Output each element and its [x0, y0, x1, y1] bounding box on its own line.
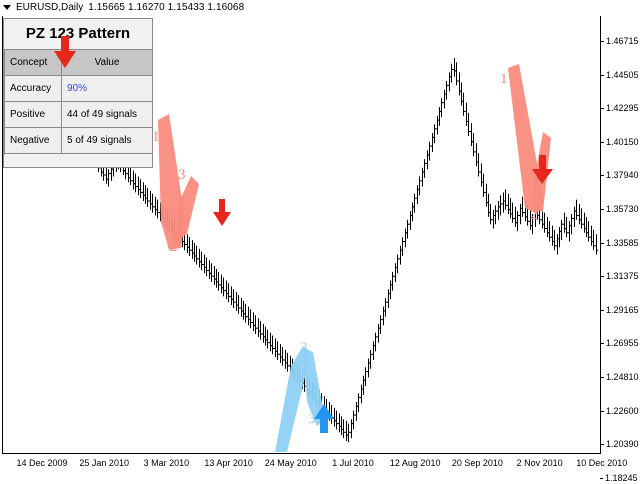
price-axis[interactable]: 1.46715 1.44505 1.42295 1.40150 1.37940 1.357…	[600, 16, 640, 454]
panel-row-negative-label: Negative	[4, 127, 62, 154]
panel-row-positive-value: 44 of 49 signals	[61, 101, 153, 128]
bearish-pattern-2-label-3: 3	[540, 138, 548, 154]
price-tick: 1.40150	[601, 137, 640, 148]
panel-row-negative-value: 5 of 49 signals	[61, 127, 153, 154]
panel-title: PZ 123 Pattern	[4, 19, 152, 49]
bullish-pattern-1-zone	[3, 16, 600, 453]
date-axis[interactable]: 14 Dec 2009 25 Jan 2010 3 Mar 2010 13 Apr 2…	[0, 456, 640, 472]
price-tick: 1.26955	[601, 338, 640, 349]
price-tick: 1.33585	[601, 238, 640, 249]
bullish-pattern-1-label-3: 3	[308, 411, 316, 427]
bearish-pattern-1-zone	[3, 16, 600, 453]
price-tick: 1.37940	[601, 170, 640, 181]
down-arrow-icon	[532, 155, 553, 184]
price-tick: 1.29165	[601, 305, 640, 316]
price-tick: 1.20390	[601, 439, 640, 450]
price-tick: 1.44505	[601, 70, 640, 81]
price-tick: 1.22600	[601, 406, 640, 417]
bearish-pattern-2-label-2: 2	[530, 207, 538, 223]
table-row: Negative 5 of 49 signals	[4, 127, 153, 154]
date-tick: 1 Jul 2010	[332, 458, 374, 468]
price-tick: 1.42295	[601, 103, 640, 114]
up-arrow-icon	[314, 404, 334, 433]
panel-row-accuracy-label: Accuracy	[4, 75, 62, 102]
date-tick: 3 Mar 2010	[143, 458, 190, 468]
symbol-bar: EURUSD,Daily 1.15665 1.16270 1.15433 1.1…	[0, 0, 640, 14]
date-tick: 25 Jan 2010	[79, 458, 129, 468]
bearish-pattern-1-label-1: 1	[152, 129, 160, 145]
panel-header-row: Concept Value	[4, 49, 153, 76]
bearish-pattern-1-label-2: 2	[170, 239, 178, 255]
last-price-label: 1.18245	[600, 473, 640, 484]
ohlc-quote-label: 1.15665 1.16270 1.15433 1.16068	[88, 1, 245, 13]
down-arrow-icon	[213, 199, 231, 226]
panel-table: Concept Value Accuracy 90% Positive 44 o…	[4, 49, 153, 154]
table-row: Accuracy 90%	[4, 75, 153, 102]
date-tick: 20 Sep 2010	[451, 458, 503, 468]
price-tick: 1.31375	[601, 271, 640, 282]
down-arrow-icon	[54, 36, 76, 68]
bearish-pattern-1-label-3: 3	[178, 167, 186, 183]
chevron-down-icon[interactable]	[3, 4, 11, 10]
date-tick: 12 Aug 2010	[389, 458, 441, 468]
date-tick: 10 Dec 2010	[576, 458, 628, 468]
bearish-pattern-2-label-1: 1	[500, 71, 508, 87]
table-row: Positive 44 of 49 signals	[4, 101, 153, 128]
date-tick: 13 Apr 2010	[204, 458, 253, 468]
bullish-pattern-1-label-2: 2	[300, 340, 308, 356]
date-tick: 24 May 2010	[264, 458, 317, 468]
pz-123-pattern-panel: PZ 123 Pattern Concept Value Accuracy 90…	[3, 18, 153, 168]
panel-row-positive-label: Positive	[4, 101, 62, 128]
price-tick: 1.46715	[601, 36, 640, 47]
date-tick: 14 Dec 2009	[16, 458, 68, 468]
panel-row-accuracy-value: 90%	[61, 75, 153, 102]
panel-header-value: Value	[61, 49, 153, 76]
price-tick: 1.35730	[601, 204, 640, 215]
price-tick: 1.24810	[601, 372, 640, 383]
symbol-label: EURUSD,Daily	[16, 1, 84, 13]
date-tick: 2 Nov 2010	[516, 458, 563, 468]
